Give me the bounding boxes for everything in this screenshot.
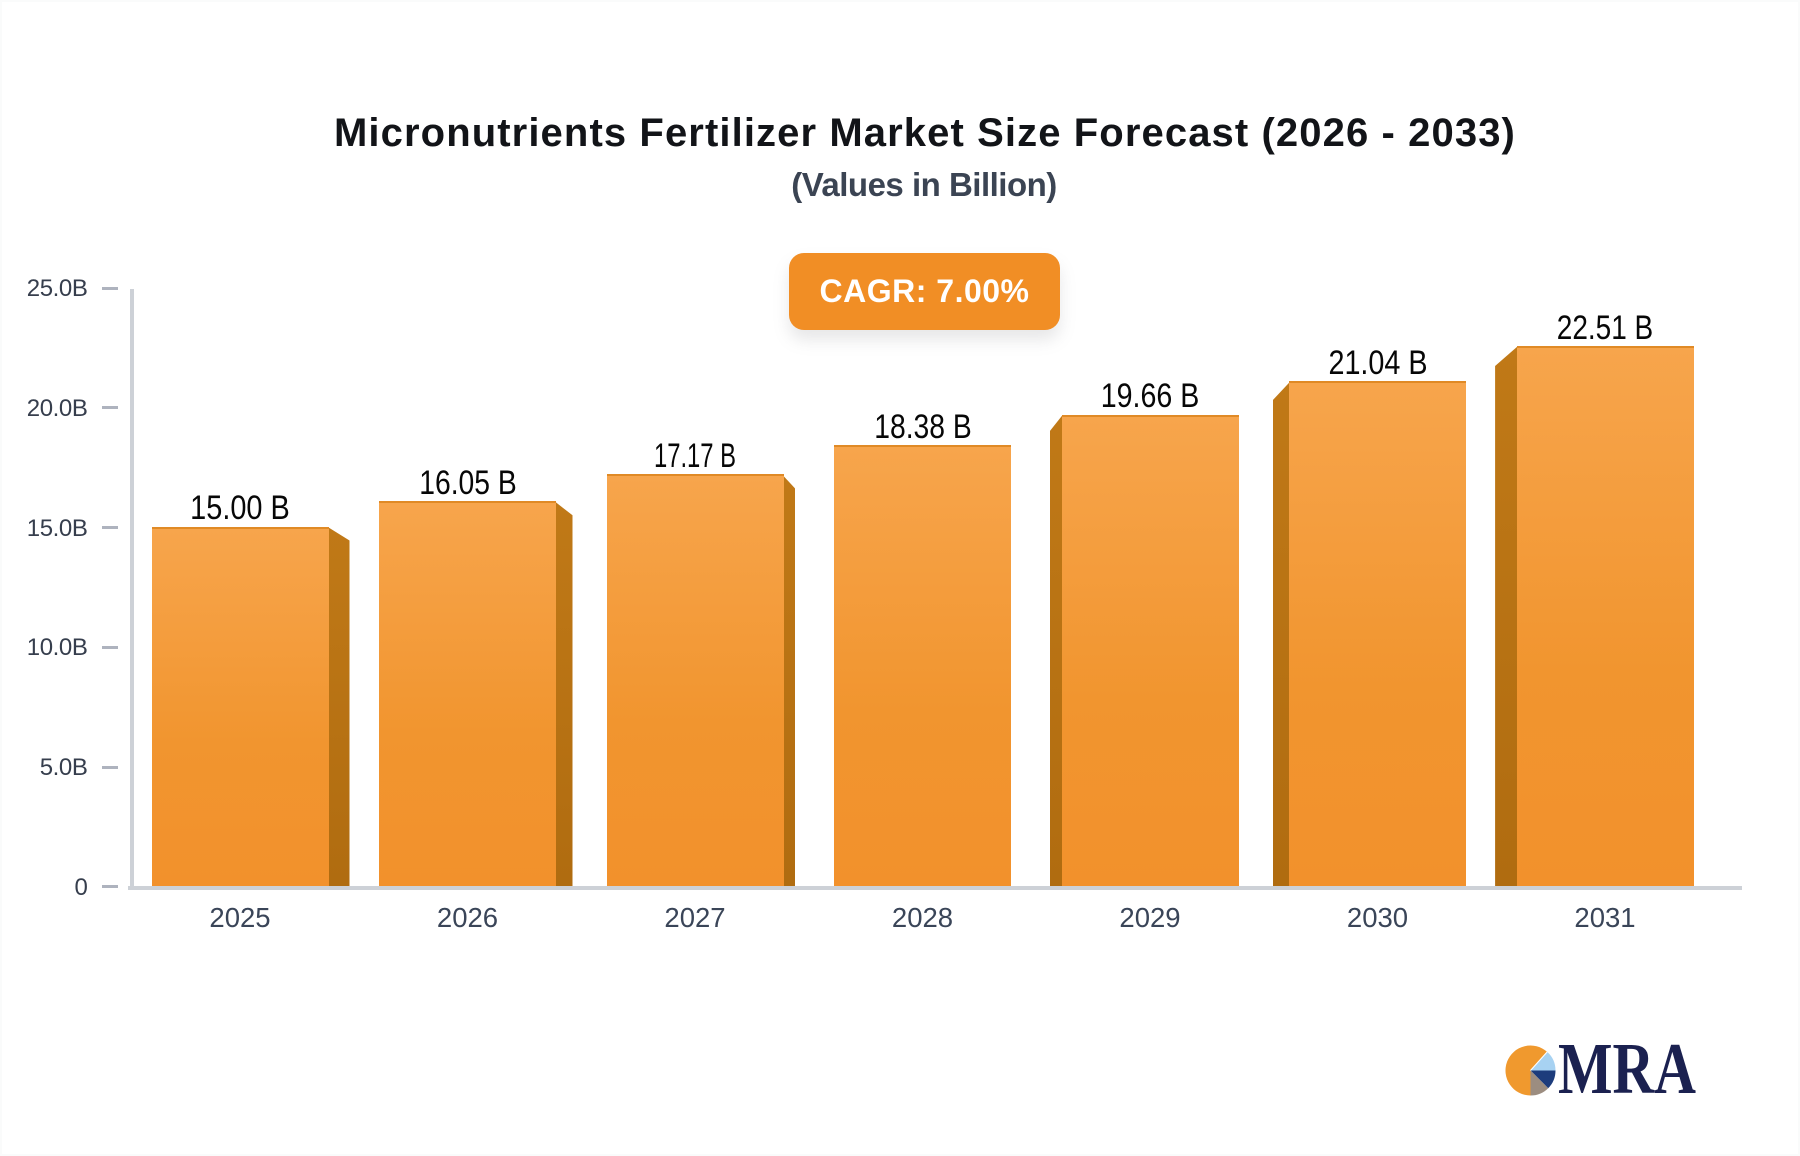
svg-text:MRA: MRA [1558, 1043, 1696, 1103]
